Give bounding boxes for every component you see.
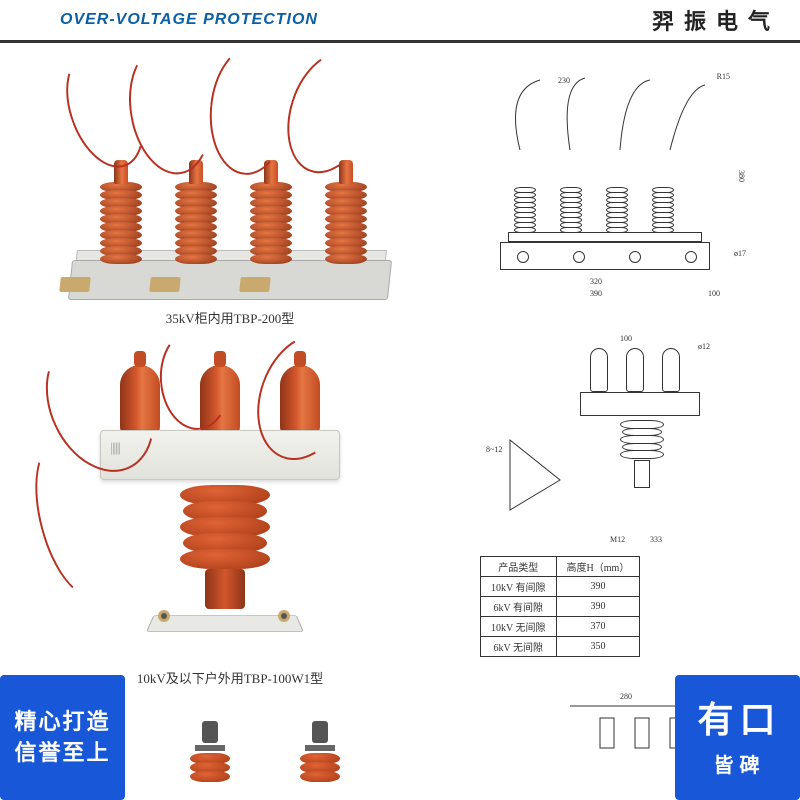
header-divider bbox=[0, 40, 800, 43]
dim-label: 280 bbox=[620, 692, 632, 701]
tbp100w1-diagram: 100 ø12 8~12 M12 333 产品类型 高度H（mm） 10kV 有… bbox=[480, 330, 750, 660]
badge-char: 口 bbox=[740, 695, 778, 745]
dim-label: 100 bbox=[620, 334, 632, 343]
badge-line: 信誉至上 bbox=[14, 738, 110, 769]
badge-left: 精心打造 信誉至上 bbox=[0, 675, 125, 800]
diagram-bottom-ins bbox=[620, 420, 664, 488]
table-cell: 370 bbox=[556, 617, 640, 637]
tbp200-diagram: 230 R15 380 ø17 320 390 100 bbox=[470, 70, 750, 300]
dim-label: 100 bbox=[708, 289, 720, 298]
badge-char: 有 bbox=[697, 695, 735, 745]
table-cell: 390 bbox=[556, 597, 640, 617]
dim-label: 380 bbox=[737, 170, 746, 182]
table-cell: 390 bbox=[556, 577, 640, 597]
badge-char: 碑 bbox=[740, 752, 762, 780]
dim-label: M12 bbox=[610, 535, 625, 544]
brand-name: 羿振电气 bbox=[652, 4, 780, 36]
page-header: OVER-VOLTAGE PROTECTION 羿振电气 bbox=[0, 0, 800, 40]
dim-label: 320 bbox=[590, 277, 602, 286]
base-plate bbox=[68, 260, 392, 300]
table-header: 高度H（mm） bbox=[556, 557, 640, 577]
table-header: 产品类型 bbox=[481, 557, 557, 577]
table-row: 10kV 有间隙390 bbox=[481, 577, 640, 597]
table-cell: 10kV 无间隙 bbox=[481, 617, 557, 637]
tech-arrester bbox=[606, 187, 628, 232]
header-title: OVER-VOLTAGE PROTECTION bbox=[60, 11, 318, 29]
diagram-base-top bbox=[508, 232, 702, 242]
diagram-top-ins bbox=[590, 348, 608, 392]
badge-line: 精心打造 bbox=[14, 707, 110, 738]
product-tbp100w1: |||||||||||| 10kV及以下户外用TBP-100W1型 bbox=[60, 340, 400, 687]
diagram-top-ins bbox=[662, 348, 680, 392]
arrester-partial bbox=[190, 721, 230, 780]
dim-label: 8~12 bbox=[486, 445, 502, 454]
arrester bbox=[175, 182, 217, 262]
table-row: 10kV 无间隙370 bbox=[481, 617, 640, 637]
dim-label: 230 bbox=[558, 76, 570, 85]
badge-char: 皆 bbox=[714, 752, 736, 780]
tech-arrester bbox=[652, 187, 674, 232]
mount-bolt bbox=[158, 610, 170, 622]
terminal-tab bbox=[239, 277, 271, 292]
product-tbp200: 35kV柜内用TBP-200型 bbox=[40, 60, 420, 327]
table-row: 6kV 有间隙390 bbox=[481, 597, 640, 617]
terminal-tab bbox=[149, 277, 181, 292]
dim-label: 333 bbox=[650, 535, 662, 544]
arrester-partial bbox=[300, 721, 340, 780]
arrester bbox=[250, 182, 292, 262]
table-cell: 6kV 有间隙 bbox=[481, 597, 557, 617]
dim-label: ø17 bbox=[734, 249, 746, 258]
tech-arrester bbox=[514, 187, 536, 232]
table-cell: 10kV 有间隙 bbox=[481, 577, 557, 597]
tech-arrester bbox=[560, 187, 582, 232]
diagram-bracket-svg bbox=[500, 430, 570, 520]
arrester bbox=[325, 182, 367, 262]
dim-label: 390 bbox=[590, 289, 602, 298]
tbp200-illustration bbox=[40, 60, 420, 300]
terminal-tab bbox=[59, 277, 91, 292]
content-area: 35kV柜内用TBP-200型 230 R15 3 bbox=[0, 50, 800, 730]
table-cell: 350 bbox=[556, 637, 640, 657]
tbp200-caption: 35kV柜内用TBP-200型 bbox=[40, 308, 420, 327]
lead-wire bbox=[273, 41, 388, 185]
tbp100w1-illustration: |||||||||||| bbox=[60, 340, 400, 660]
diagram-top-ins bbox=[626, 348, 644, 392]
arrester bbox=[100, 182, 142, 262]
spec-table: 产品类型 高度H（mm） 10kV 有间隙3906kV 有间隙39010kV 无… bbox=[480, 556, 640, 657]
table-cell: 6kV 无间隙 bbox=[481, 637, 557, 657]
dim-label: ø12 bbox=[698, 342, 710, 351]
badge-right: 有 口 皆 碑 bbox=[675, 675, 800, 800]
diagram-base bbox=[500, 242, 710, 270]
diagram-jbox bbox=[580, 392, 700, 416]
dim-label: R15 bbox=[717, 72, 730, 81]
diagram-leads-svg bbox=[500, 70, 720, 160]
mount-bolt bbox=[278, 610, 290, 622]
table-row: 6kV 无间隙350 bbox=[481, 637, 640, 657]
bottom-insulator bbox=[180, 485, 270, 609]
lead-wire bbox=[204, 42, 295, 178]
